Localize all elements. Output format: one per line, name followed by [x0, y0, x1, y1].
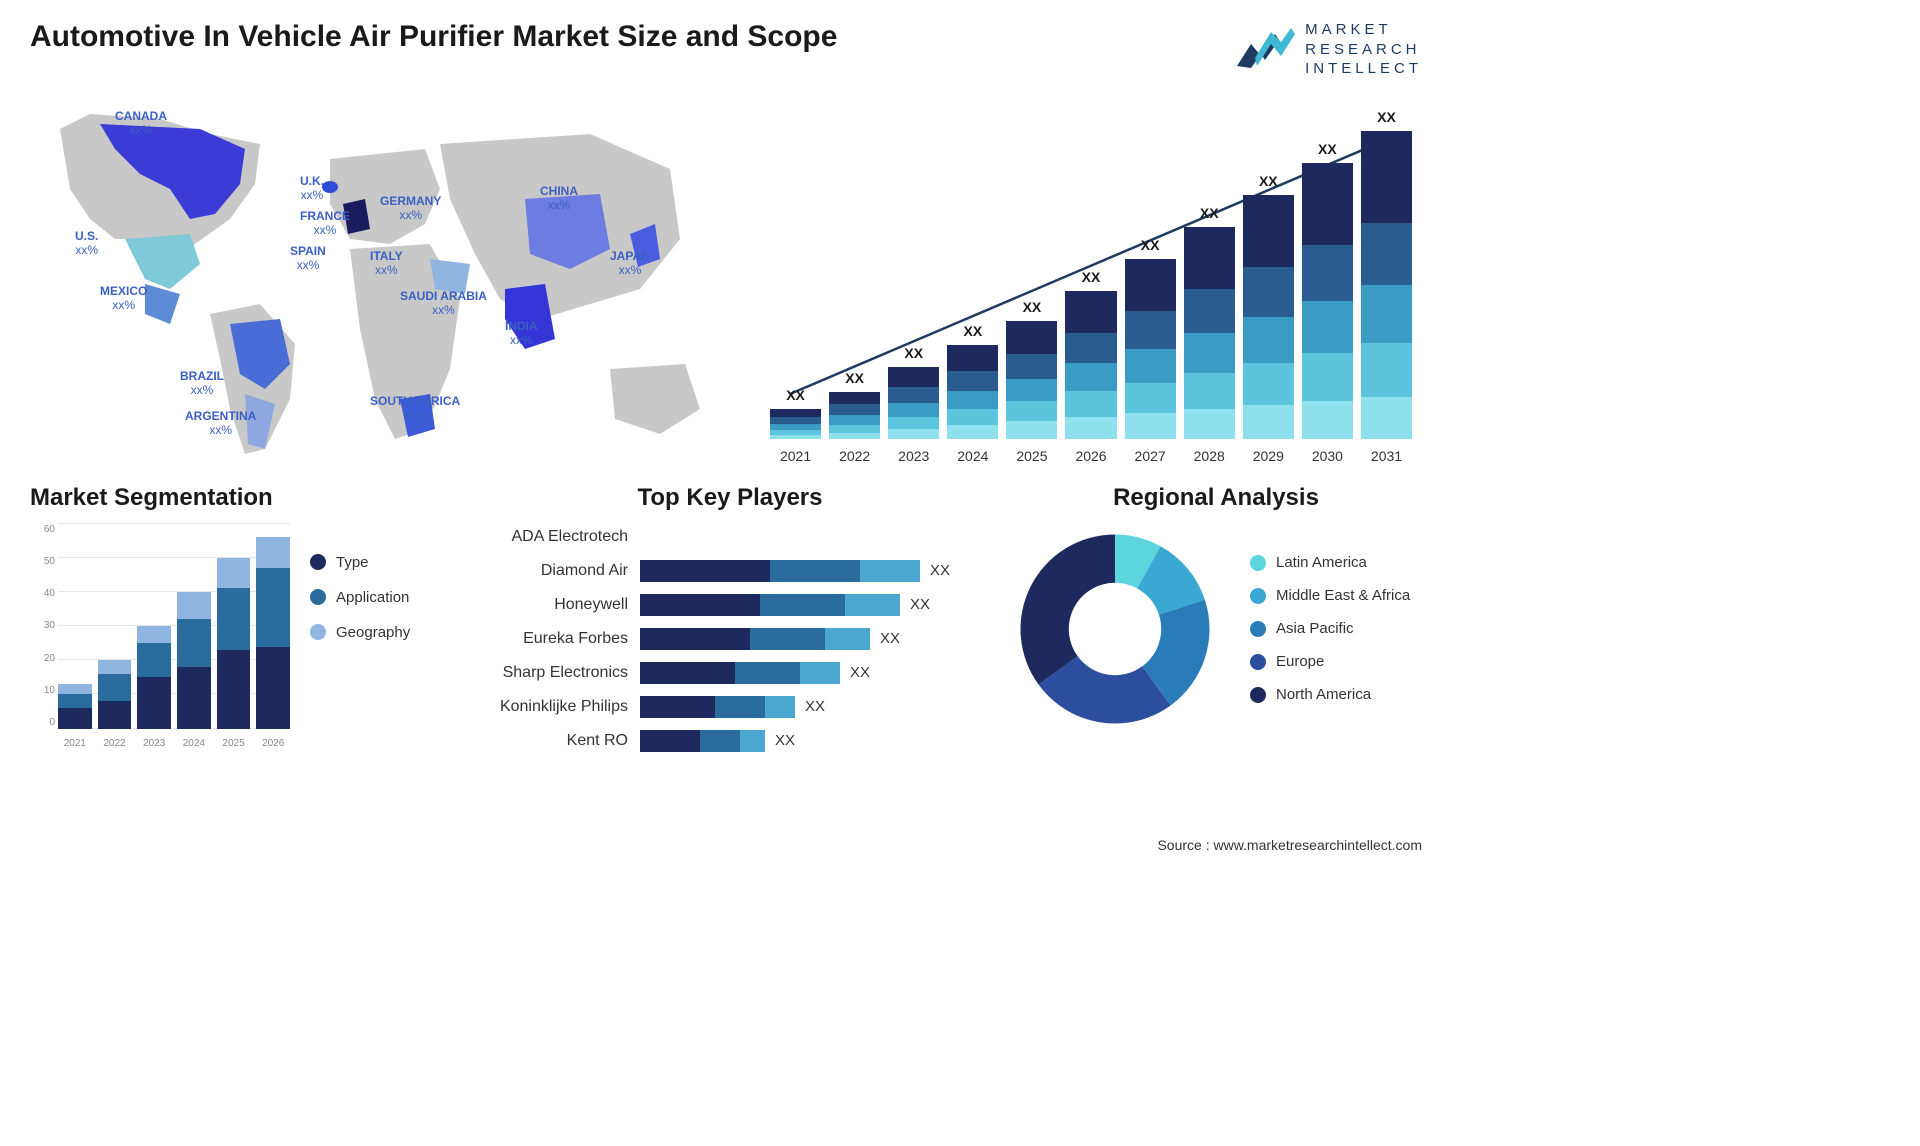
main-bar: XX: [888, 367, 939, 439]
main-bar: XX: [1065, 291, 1116, 439]
source-text: Source : www.marketresearchintellect.com: [1157, 837, 1422, 853]
player-row: Koninklijke PhilipsXX: [475, 694, 985, 720]
main-x-label: 2022: [829, 448, 880, 464]
regional-title: Regional Analysis: [1010, 484, 1422, 512]
seg-bar: [98, 524, 132, 729]
world-map: CANADAxx% U.S.xx% MEXICOxx% BRAZILxx% ARGENT…: [30, 89, 720, 469]
segmentation-chart: 0102030405060 202120222023202420252026: [30, 524, 290, 754]
map-label: CHINAxx%: [540, 184, 578, 213]
logo-line1: MARKET: [1305, 20, 1422, 40]
map-label: CANADAxx%: [115, 109, 167, 138]
main-x-label: 2030: [1302, 448, 1353, 464]
main-x-label: 2024: [947, 448, 998, 464]
map-label: SPAINxx%: [290, 244, 326, 273]
map-label: ARGENTINAxx%: [185, 409, 256, 438]
map-label: ITALYxx%: [370, 249, 403, 278]
main-x-label: 2031: [1361, 448, 1412, 464]
seg-bar: [137, 524, 171, 729]
seg-bar: [58, 524, 92, 729]
main-x-label: 2026: [1065, 448, 1116, 464]
segmentation-panel: Market Segmentation 0102030405060 202120…: [30, 484, 450, 762]
legend-item: Middle East & Africa: [1250, 587, 1410, 604]
legend-item: North America: [1250, 686, 1410, 703]
main-bar: XX: [1125, 259, 1176, 439]
main-bar: XX: [1243, 195, 1294, 439]
map-label: SAUDI ARABIAxx%: [400, 289, 487, 318]
main-x-label: 2025: [1006, 448, 1057, 464]
player-row: HoneywellXX: [475, 592, 985, 618]
main-bar: XX: [1361, 131, 1412, 439]
segmentation-title: Market Segmentation: [30, 484, 450, 512]
main-bar-chart: XXXXXXXXXXXXXXXXXXXXXX 20212022202320242…: [750, 89, 1422, 469]
legend-item: Europe: [1250, 653, 1410, 670]
regional-panel: Regional Analysis Latin America Middle Ea…: [1010, 484, 1422, 762]
seg-bar: [177, 524, 211, 729]
map-label: SOUTH AFRICAxx%: [370, 394, 460, 423]
key-players-panel: Top Key Players ADA Electrotech Diamond A…: [475, 484, 985, 762]
regional-legend: Latin America Middle East & Africa Asia Pa…: [1250, 554, 1410, 703]
seg-bar: [256, 524, 290, 729]
player-row: Eureka ForbesXX: [475, 626, 985, 652]
regional-donut: [1010, 524, 1220, 734]
main-x-label: 2027: [1125, 448, 1176, 464]
legend-item: Asia Pacific: [1250, 620, 1410, 637]
player-row: Kent ROXX: [475, 728, 985, 754]
player-row: Diamond AirXX: [475, 558, 985, 584]
main-x-label: 2028: [1184, 448, 1235, 464]
page-title: Automotive In Vehicle Air Purifier Marke…: [30, 20, 837, 54]
logo: MARKET RESEARCH INTELLECT: [1235, 20, 1422, 79]
donut-slice: [1021, 534, 1116, 684]
main-x-label: 2023: [888, 448, 939, 464]
legend-item: Type: [310, 554, 410, 571]
main-bar: XX: [1184, 227, 1235, 439]
map-label: U.S.xx%: [75, 229, 98, 258]
map-label: GERMANYxx%: [380, 194, 441, 223]
main-x-label: 2021: [770, 448, 821, 464]
logo-line2: RESEARCH: [1305, 40, 1422, 60]
player-row: ADA Electrotech: [475, 524, 985, 550]
map-label: BRAZILxx%: [180, 369, 224, 398]
map-label: U.K.xx%: [300, 174, 324, 203]
main-bar: XX: [1006, 321, 1057, 439]
main-x-label: 2029: [1243, 448, 1294, 464]
logo-line3: INTELLECT: [1305, 59, 1422, 79]
map-label: JAPANxx%: [610, 249, 650, 278]
main-bar: XX: [947, 345, 998, 439]
map-label: FRANCExx%: [300, 209, 350, 238]
map-label: INDIAxx%: [505, 319, 538, 348]
main-bar: XX: [1302, 163, 1353, 439]
segmentation-legend: Type Application Geography: [310, 524, 410, 754]
player-row: Sharp ElectronicsXX: [475, 660, 985, 686]
main-bar: XX: [770, 409, 821, 439]
legend-item: Application: [310, 589, 410, 606]
legend-item: Latin America: [1250, 554, 1410, 571]
main-bar: XX: [829, 392, 880, 439]
seg-bar: [217, 524, 251, 729]
map-label: MEXICOxx%: [100, 284, 147, 313]
logo-icon: [1235, 24, 1297, 74]
legend-item: Geography: [310, 624, 410, 641]
key-players-title: Top Key Players: [475, 484, 985, 512]
